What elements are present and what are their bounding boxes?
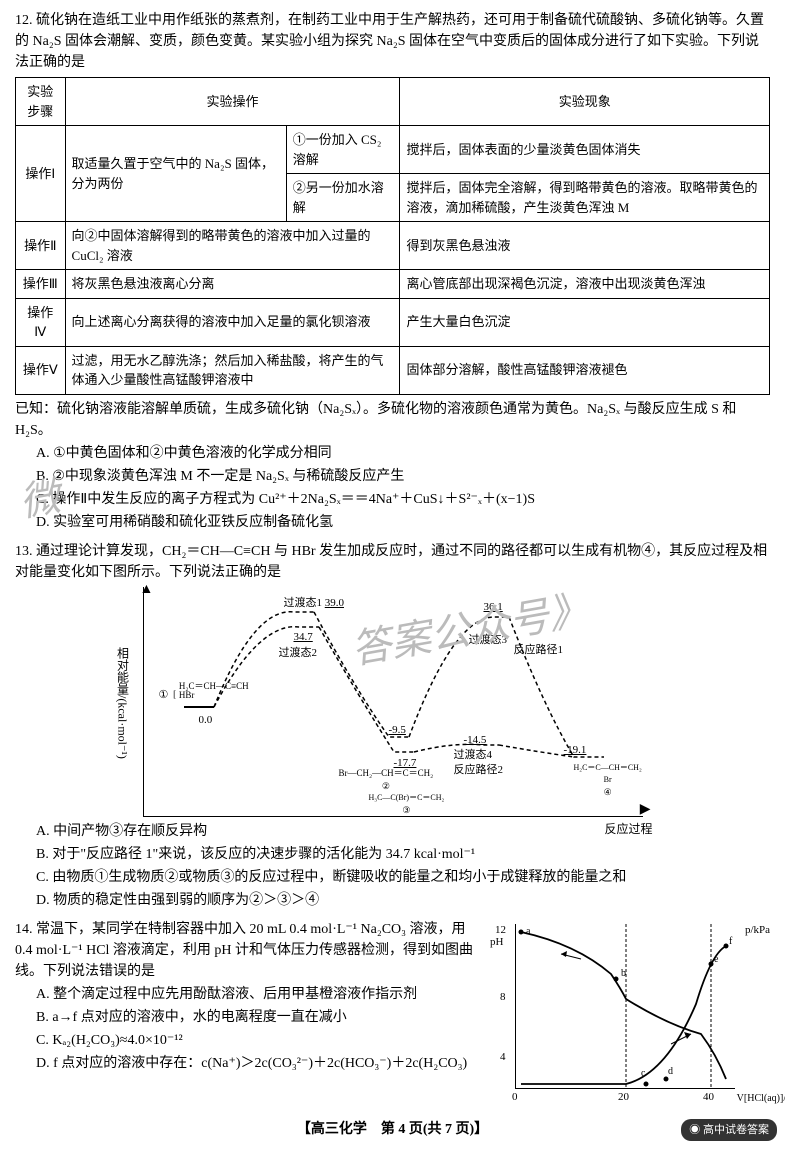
step-1: 操作Ⅰ (16, 126, 66, 222)
step-3: 操作Ⅲ (16, 270, 66, 299)
e-prod4: -19.1 (564, 744, 587, 756)
q14-graph: a b c d e f 12 pH 8 4 p/kPa 0 20 40 V[HC… (490, 919, 770, 1109)
species-1: ① (159, 689, 169, 701)
svg-text:d: d (668, 1066, 673, 1077)
q14-stem: 常温下，某同学在特制容器中加入 20 mL 0.4 mol·L⁻¹ Na₂CO₃… (15, 922, 473, 979)
e-ts3: 36.1 (484, 601, 503, 613)
q12-opt-b: B. ②中现象淡黄色浑浊 M 不一定是 Na₂Sₓ 与稀硫酸反应产生 (36, 466, 770, 487)
ytick-4: 4 (500, 1049, 506, 1066)
ylabel: 相对能量/(kcal·mol⁻¹) (114, 647, 132, 759)
q12-opt-d: D. 实验室可用稀硝酸和硫化亚铁反应制备硫化氢 (36, 512, 770, 533)
e-ts2: 34.7 (294, 631, 313, 643)
q13-opt-d: D. 物质的稳定性由强到弱的顺序为②＞③＞④ (36, 890, 770, 911)
ts2-label: 过渡态2 (279, 645, 318, 662)
q14-opt-a: A. 整个滴定过程中应先用酚酞溶液、后用甲基橙溶液作指示剂 (36, 984, 480, 1005)
q14-opt-b: B. a→f 点对应的溶液中，水的电离程度一直在减小 (36, 1007, 480, 1028)
th-ph: 实验现象 (400, 78, 770, 126)
q12-opt-a: A. ①中黄色固体和②中黄色溶液的化学成分相同 (36, 443, 770, 464)
svg-text:c: c (641, 1068, 646, 1079)
q13-opt-a: A. 中间产物③存在顺反异构 (36, 821, 770, 842)
ph2: 得到灰黑色悬浊液 (400, 222, 770, 270)
op2: 向②中固体溶解得到的略带黄色的溶液中加入过量的 CuCl₂ 溶液 (65, 222, 400, 270)
op4: 向上述离心分离获得的溶液中加入足量的氯化钡溶液 (65, 298, 400, 346)
q14-opt-c: C. Kₐ₂(H₂CO₃)≈4.0×10⁻¹² (36, 1030, 480, 1051)
int3-struct: H₃C—C(Br)＝C＝CH₂ (369, 792, 445, 804)
xtick-40: 40 (703, 1089, 714, 1106)
op1-1: ①一份加入 CS₂ 溶解 (286, 126, 400, 174)
svg-text:f: f (729, 936, 733, 947)
tag-icon: ◉ (689, 1124, 703, 1136)
ts3-label: 过渡态3 (469, 632, 508, 649)
question-12: 12. 硫化钠在造纸工业中用作纸张的蒸煮剂，在制药工业中用于生产解热药，还可用于… (15, 10, 770, 533)
q14-opt-d: D. f 点对应的溶液中存在：c(Na⁺)＞2c(CO₃²⁻)＋2c(HCO₃⁻… (36, 1053, 480, 1074)
ph5: 固体部分溶解，酸性高锰酸钾溶液褪色 (400, 346, 770, 394)
q13-energy-diagram: ▲ ▶ 相对能量/(kcal·mol⁻¹) 反应过程 ① [ H₂C＝CH—C≡… (143, 587, 643, 817)
q12-opt-c: C. 操作Ⅱ中发生反应的离子方程式为 Cu²⁺＋2Na₂Sₓ＝＝4Na⁺＋CuS… (36, 489, 770, 510)
q12-stem: 硫化钠在造纸工业中用作纸张的蒸煮剂，在制药工业中用于生产解热药，还可用于制备硫代… (15, 13, 764, 70)
path1-label: 反应路径1 (514, 642, 564, 659)
xtick-20: 20 (618, 1089, 629, 1106)
q13-num: 13. (15, 544, 33, 559)
op1-2: ②另一份加水溶解 (286, 174, 400, 222)
th-op: 实验操作 (65, 78, 400, 126)
int2-struct: Br—CH₂—CH＝C＝CH₂ (339, 767, 434, 781)
xtick-0: 0 (512, 1089, 518, 1106)
svg-text:e: e (714, 954, 719, 965)
q12-table: 实验步骤 实验操作 实验现象 操作Ⅰ 取适量久置于空气中的 Na₂S 固体，分为… (15, 77, 770, 395)
step-2: 操作Ⅱ (16, 222, 66, 270)
e-int2: -9.5 (389, 724, 406, 736)
ph1-1: 搅拌后，固体表面的少量淡黄色固体消失 (400, 126, 770, 174)
e-ts1: 39.0 (325, 597, 344, 609)
path2-label: 反应路径2 (454, 762, 504, 779)
svg-text:b: b (621, 968, 626, 979)
prod4-label: ④ (574, 786, 642, 800)
ts1-label: 过渡态1 (284, 597, 323, 609)
q14-num: 14. (15, 922, 33, 937)
ph3: 离心管底部出现深褐色沉淀，溶液中出现淡黄色浑浊 (400, 270, 770, 299)
r1-struct2: HBr (179, 691, 249, 700)
q14-options: A. 整个滴定过程中应先用酚酞溶液、后用甲基橙溶液作指示剂 B. a→f 点对应… (36, 984, 480, 1074)
q12-known: 已知：硫化钠溶液能溶解单质硫，生成多硫化钠（Na₂Sₓ）。多硫化物的溶液颜色通常… (15, 399, 770, 441)
th-step: 实验步骤 (16, 78, 66, 126)
ytick-8: 8 (500, 989, 506, 1006)
q13-options: A. 中间产物③存在顺反异构 B. 对于"反应路径 1"来说，该反应的决速步骤的… (36, 821, 770, 911)
svg-text:a: a (526, 926, 531, 937)
q12-options: A. ①中黄色固体和②中黄色溶液的化学成分相同 B. ②中现象淡黄色浑浊 M 不… (36, 443, 770, 533)
question-13: 13. 通过理论计算发现，CH₂＝CH—C≡CH 与 HBr 发生加成反应时，通… (15, 541, 770, 911)
e-start: 0.0 (199, 712, 213, 729)
y2-label: p/kPa (745, 922, 770, 939)
xlabel: 反应过程 (604, 820, 652, 838)
q13-stem: 通过理论计算发现，CH₂＝CH—C≡CH 与 HBr 发生加成反应时，通过不同的… (15, 544, 767, 580)
q13-opt-b: B. 对于"反应路径 1"来说，该反应的决速步骤的活化能为 34.7 kcal·… (36, 844, 770, 865)
tag-text: 高中试卷答案 (703, 1124, 769, 1136)
step-5: 操作Ⅴ (16, 346, 66, 394)
page-footer: 【高三化学 第 4 页(共 7 页)】 (15, 1119, 770, 1140)
ph1-2: 搅拌后，固体完全溶解，得到略带黄色的溶液。取略带黄色的溶液，滴加稀硫酸，产生淡黄… (400, 174, 770, 222)
op3: 将灰黑色悬浊液离心分离 (65, 270, 400, 299)
int3-label: ③ (369, 804, 445, 818)
e-ts4: -14.5 (464, 734, 487, 746)
op5: 过滤，用无水乙醇洗涤；然后加入稀盐酸，将产生的气体通入少量酸性高锰酸钾溶液中 (65, 346, 400, 394)
x-label: V[HCl(aq)]/mL (737, 1091, 785, 1106)
prod4-struct: H₂C＝C—CH＝CH₂Br (574, 762, 642, 786)
op1-main: 取适量久置于空气中的 Na₂S 固体，分为两份 (65, 126, 286, 222)
step-4: 操作Ⅳ (16, 298, 66, 346)
q12-num: 12. (15, 13, 33, 28)
ph4: 产生大量白色沉淀 (400, 298, 770, 346)
question-14: 14. 常温下，某同学在特制容器中加入 20 mL 0.4 mol·L⁻¹ Na… (15, 919, 770, 1109)
y1-label: pH (490, 934, 503, 951)
q13-opt-c: C. 由物质①生成物质②或物质③的反应过程中，断键吸收的能量之和均小于成键释放的… (36, 867, 770, 888)
source-tag: ◉ 高中试卷答案 (681, 1119, 777, 1142)
